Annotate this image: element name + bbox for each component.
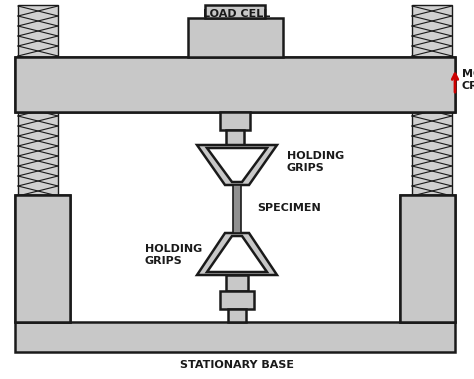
Bar [18, 5, 58, 323]
Bar [15, 57, 455, 112]
Bar [15, 195, 70, 322]
Bar [220, 291, 254, 309]
Bar [15, 322, 455, 352]
Text: HOLDING
GRIPS: HOLDING GRIPS [287, 151, 344, 173]
Text: LOAD CELL: LOAD CELL [203, 9, 271, 19]
Bar [15, 195, 70, 322]
Bar [205, 5, 265, 18]
Bar [400, 195, 455, 322]
Bar [15, 57, 455, 112]
Text: HOLDING
GRIPS: HOLDING GRIPS [145, 244, 202, 266]
Polygon shape [207, 236, 267, 272]
Bar [226, 130, 244, 145]
Bar [226, 275, 248, 291]
Polygon shape [207, 148, 267, 182]
Text: SPECIMEN: SPECIMEN [257, 203, 321, 213]
Bar [400, 195, 455, 322]
Bar [233, 185, 241, 233]
Polygon shape [197, 145, 277, 185]
Text: MOVING
CROSSHEAD: MOVING CROSSHEAD [462, 69, 474, 91]
Bar [228, 309, 246, 322]
Polygon shape [197, 233, 277, 275]
Bar [220, 112, 250, 130]
Text: STATIONARY BASE: STATIONARY BASE [180, 360, 294, 370]
Bar [188, 18, 283, 57]
Bar [412, 5, 452, 323]
